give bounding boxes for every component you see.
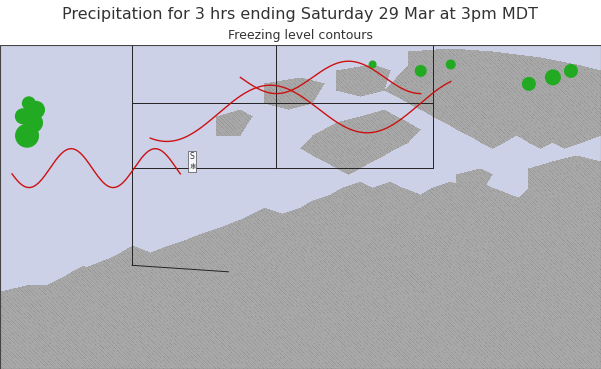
Text: S
❄: S ❄ bbox=[189, 152, 195, 171]
Circle shape bbox=[15, 124, 39, 148]
Circle shape bbox=[564, 64, 578, 78]
Circle shape bbox=[415, 65, 427, 77]
Text: Freezing level contours: Freezing level contours bbox=[228, 29, 373, 42]
Circle shape bbox=[545, 69, 561, 85]
Circle shape bbox=[446, 59, 456, 69]
Circle shape bbox=[368, 61, 377, 68]
Circle shape bbox=[522, 77, 536, 91]
Circle shape bbox=[15, 108, 31, 124]
Circle shape bbox=[27, 101, 45, 119]
Circle shape bbox=[22, 96, 36, 110]
Circle shape bbox=[23, 113, 43, 133]
Text: Precipitation for 3 hrs ending Saturday 29 Mar at 3pm MDT: Precipitation for 3 hrs ending Saturday … bbox=[63, 7, 538, 22]
